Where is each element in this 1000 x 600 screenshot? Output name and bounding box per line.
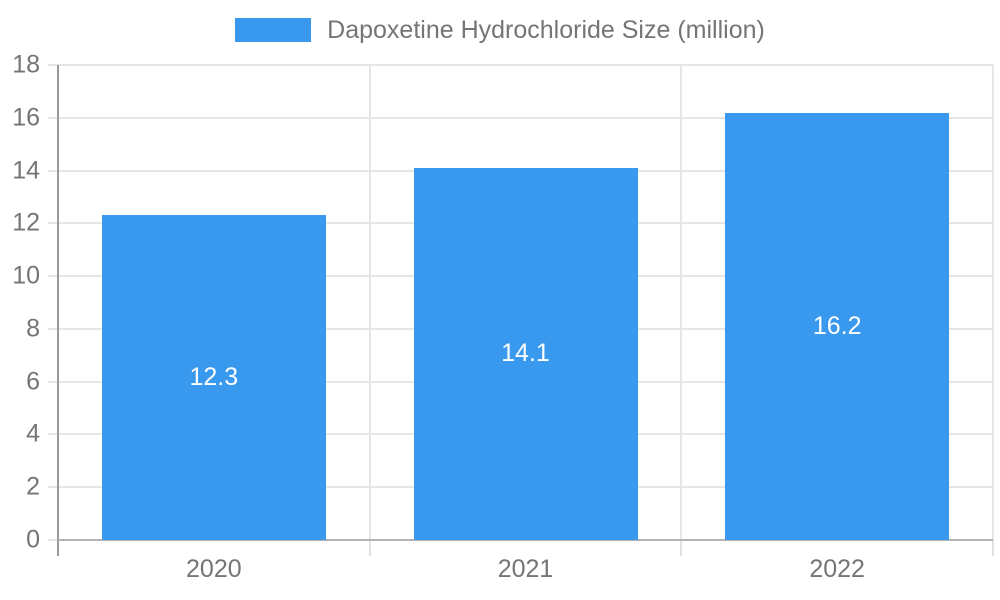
y-axis-tick-label: 10 [12, 261, 40, 290]
x-axis-category-label: 2021 [497, 555, 554, 583]
y-axis-tick [48, 116, 58, 119]
gridline [992, 65, 994, 540]
y-axis-tick [48, 169, 58, 172]
y-axis-tick [48, 539, 58, 541]
x-axis-category-label: 2020 [186, 555, 242, 583]
gridline [368, 65, 371, 540]
bar: 16.2 [725, 112, 950, 540]
y-axis-tick-label: 16 [12, 103, 40, 132]
y-axis-tick [48, 327, 58, 330]
bar-value-label: 14.1 [501, 339, 550, 368]
y-axis-tick [48, 275, 58, 278]
y-axis-line [57, 65, 59, 556]
y-axis-tick-label: 8 [26, 314, 40, 343]
legend-label: Dapoxetine Hydrochloride Size (million) [327, 15, 765, 44]
y-axis-tick [48, 433, 58, 436]
bar: 12.3 [101, 215, 326, 540]
gridline [58, 64, 993, 66]
x-axis-line [58, 539, 993, 541]
x-axis-tick [680, 540, 683, 556]
gridline [58, 116, 993, 119]
legend[interactable]: Dapoxetine Hydrochloride Size (million) [0, 12, 1000, 48]
y-axis-tick [48, 380, 58, 383]
x-axis-tick [368, 540, 371, 556]
bar-value-label: 12.3 [189, 363, 239, 392]
y-axis-tick-label: 12 [12, 208, 40, 237]
gridline [680, 65, 683, 540]
y-axis-tick-label: 4 [26, 419, 40, 448]
y-axis-tick-label: 2 [26, 472, 40, 501]
y-axis-tick-label: 0 [26, 525, 40, 554]
y-axis-tick-label: 18 [12, 50, 40, 79]
x-axis-category-label: 2022 [809, 555, 865, 583]
y-axis-tick-label: 14 [12, 156, 40, 185]
y-axis-tick [48, 222, 58, 225]
bar: 14.1 [413, 167, 638, 540]
y-axis-tick-label: 6 [26, 367, 40, 396]
y-axis-tick [48, 486, 58, 489]
x-axis-tick [992, 540, 994, 556]
y-axis-tick [48, 64, 58, 66]
legend-swatch [235, 18, 312, 42]
bar-value-label: 16.2 [812, 311, 862, 340]
